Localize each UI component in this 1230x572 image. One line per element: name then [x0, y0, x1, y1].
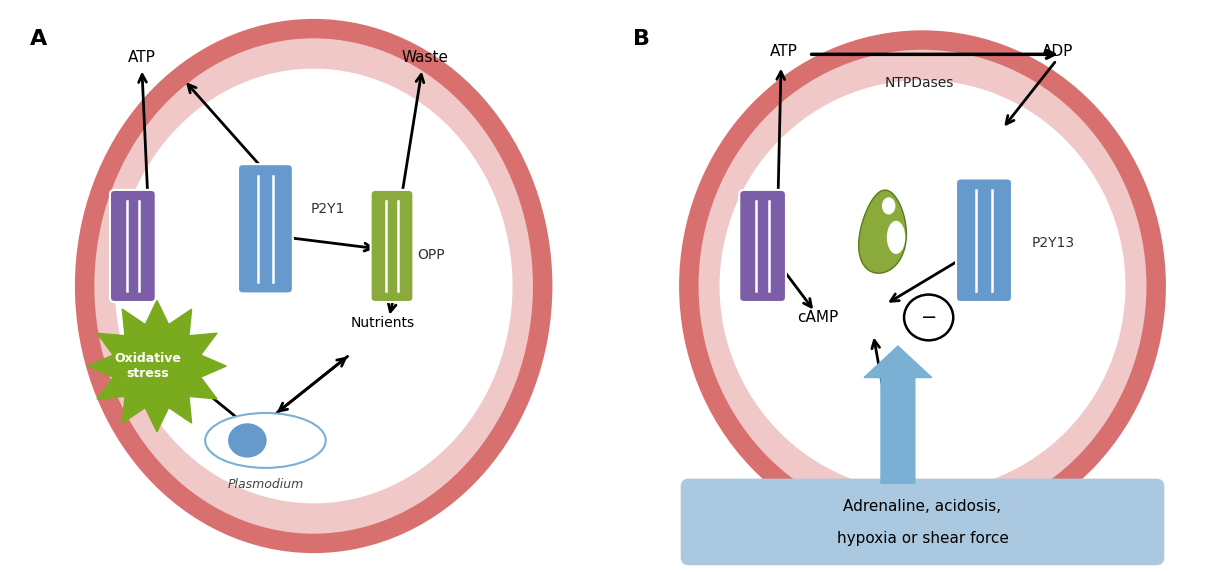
FancyBboxPatch shape: [739, 190, 786, 302]
Ellipse shape: [882, 197, 895, 214]
Text: ADP: ADP: [1042, 44, 1074, 59]
Ellipse shape: [228, 423, 267, 458]
Text: Plasmodium: Plasmodium: [228, 478, 304, 491]
Text: ATP: ATP: [770, 44, 798, 59]
Text: A: A: [31, 29, 48, 49]
Text: Nutrients: Nutrients: [351, 316, 415, 330]
Circle shape: [904, 295, 953, 340]
Text: Adrenaline, acidosis,: Adrenaline, acidosis,: [844, 499, 1001, 514]
Text: OPP: OPP: [417, 248, 445, 261]
Text: ATP: ATP: [128, 50, 156, 65]
Text: Waste: Waste: [402, 50, 449, 65]
Ellipse shape: [205, 413, 326, 468]
Polygon shape: [87, 300, 226, 432]
Text: Oxidative
stress: Oxidative stress: [114, 352, 181, 380]
FancyBboxPatch shape: [370, 190, 413, 302]
FancyBboxPatch shape: [956, 178, 1012, 302]
Text: B: B: [633, 29, 651, 49]
Ellipse shape: [114, 69, 513, 503]
FancyArrow shape: [863, 346, 932, 483]
Text: NTPDases: NTPDases: [884, 76, 954, 90]
Ellipse shape: [720, 80, 1125, 492]
FancyBboxPatch shape: [239, 164, 293, 293]
FancyBboxPatch shape: [109, 190, 156, 302]
Ellipse shape: [689, 40, 1156, 532]
Text: −: −: [920, 308, 937, 327]
Text: P2Y13: P2Y13: [1032, 236, 1075, 250]
FancyBboxPatch shape: [681, 479, 1164, 565]
Polygon shape: [859, 190, 907, 273]
Text: hypoxia or shear force: hypoxia or shear force: [836, 531, 1009, 546]
Ellipse shape: [85, 29, 542, 543]
Text: cAMP: cAMP: [797, 310, 839, 325]
Ellipse shape: [887, 221, 905, 254]
Text: P2Y1: P2Y1: [311, 202, 344, 216]
